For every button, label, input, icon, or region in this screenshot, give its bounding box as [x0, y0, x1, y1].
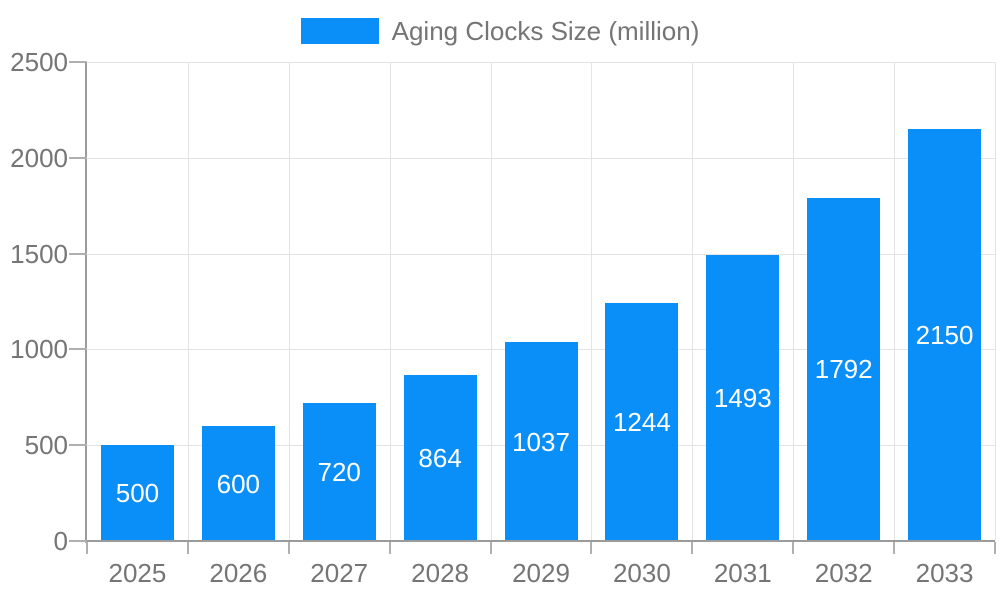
- x-axis-tick: [792, 542, 794, 554]
- y-axis-tick: [69, 444, 87, 447]
- x-tick-label: 2027: [310, 558, 369, 588]
- gridline-vertical: [793, 62, 794, 541]
- bar-2032: 1792: [807, 197, 881, 541]
- gridline-vertical: [289, 62, 290, 541]
- bar-value-label: 600: [216, 468, 261, 499]
- x-tick-label: 2025: [108, 558, 167, 588]
- x-axis-tick: [893, 542, 895, 554]
- bar-value-label: 1792: [814, 354, 873, 385]
- x-tick-label: 2028: [411, 558, 470, 588]
- gridline-horizontal: [87, 253, 995, 255]
- legend-label: Aging Clocks Size (million): [391, 16, 700, 46]
- gridline-horizontal: [87, 157, 995, 159]
- bar-value-label: 500: [115, 478, 160, 509]
- y-tick-label: 1000: [10, 334, 68, 365]
- bar-2029: 1037: [504, 342, 578, 541]
- x-axis-tick: [389, 542, 391, 554]
- y-tick-label: 2500: [10, 47, 68, 77]
- x-tick-label: 2033: [915, 558, 974, 588]
- x-axis-tick: [187, 542, 189, 554]
- bar-2030: 1244: [605, 302, 679, 541]
- x-axis-tick: [490, 542, 492, 554]
- legend[interactable]: Aging Clocks Size (million): [0, 16, 1000, 46]
- x-tick-label: 2026: [209, 558, 268, 588]
- gridline-horizontal: [87, 62, 995, 63]
- legend-swatch: [300, 18, 379, 44]
- x-axis-tick: [86, 542, 88, 554]
- bar-value-label: 864: [418, 443, 462, 474]
- gridline-vertical: [995, 62, 996, 541]
- bar-2027: 720: [302, 403, 376, 541]
- bar-2026: 600: [201, 426, 275, 541]
- bar-value-label: 720: [317, 457, 361, 488]
- y-axis-tick: [69, 348, 87, 351]
- y-axis-line: [85, 62, 87, 543]
- x-axis-tick: [590, 542, 592, 554]
- y-axis-tick: [69, 61, 87, 63]
- y-axis-tick: [69, 540, 87, 542]
- bar-2033: 2150: [908, 129, 982, 541]
- bar-value-label: 2150: [915, 320, 974, 351]
- x-axis-tick: [288, 542, 290, 554]
- x-tick-label: 2030: [612, 558, 671, 588]
- plot-area: 500 600 720 864 1037 1244 1493 1792 2150: [87, 62, 996, 541]
- bar-2025: 500: [100, 445, 174, 541]
- y-tick-label: 1500: [10, 238, 68, 269]
- gridline-vertical: [188, 62, 189, 541]
- gridline-vertical: [894, 62, 895, 541]
- bar-2028: 864: [403, 375, 477, 541]
- x-axis-tick: [691, 542, 693, 554]
- y-axis-tick: [69, 252, 87, 255]
- gridline-vertical: [390, 62, 391, 541]
- y-axis-tick: [69, 156, 87, 159]
- gridline-vertical: [491, 62, 492, 541]
- bar-value-label: 1244: [612, 406, 671, 437]
- x-axis-line: [85, 540, 995, 542]
- y-tick-label: 2000: [10, 142, 68, 173]
- y-tick-label: 0: [53, 526, 68, 556]
- bar-value-label: 1493: [713, 382, 772, 413]
- y-tick-label: 500: [24, 430, 68, 461]
- x-tick-label: 2031: [713, 558, 772, 588]
- bar-value-label: 1037: [512, 426, 570, 457]
- gridline-vertical: [591, 62, 592, 541]
- gridline-vertical: [692, 62, 693, 541]
- bar-2031: 1493: [706, 254, 780, 541]
- x-tick-label: 2032: [814, 558, 873, 588]
- x-axis-tick: [994, 542, 996, 554]
- x-tick-label: 2029: [512, 558, 570, 588]
